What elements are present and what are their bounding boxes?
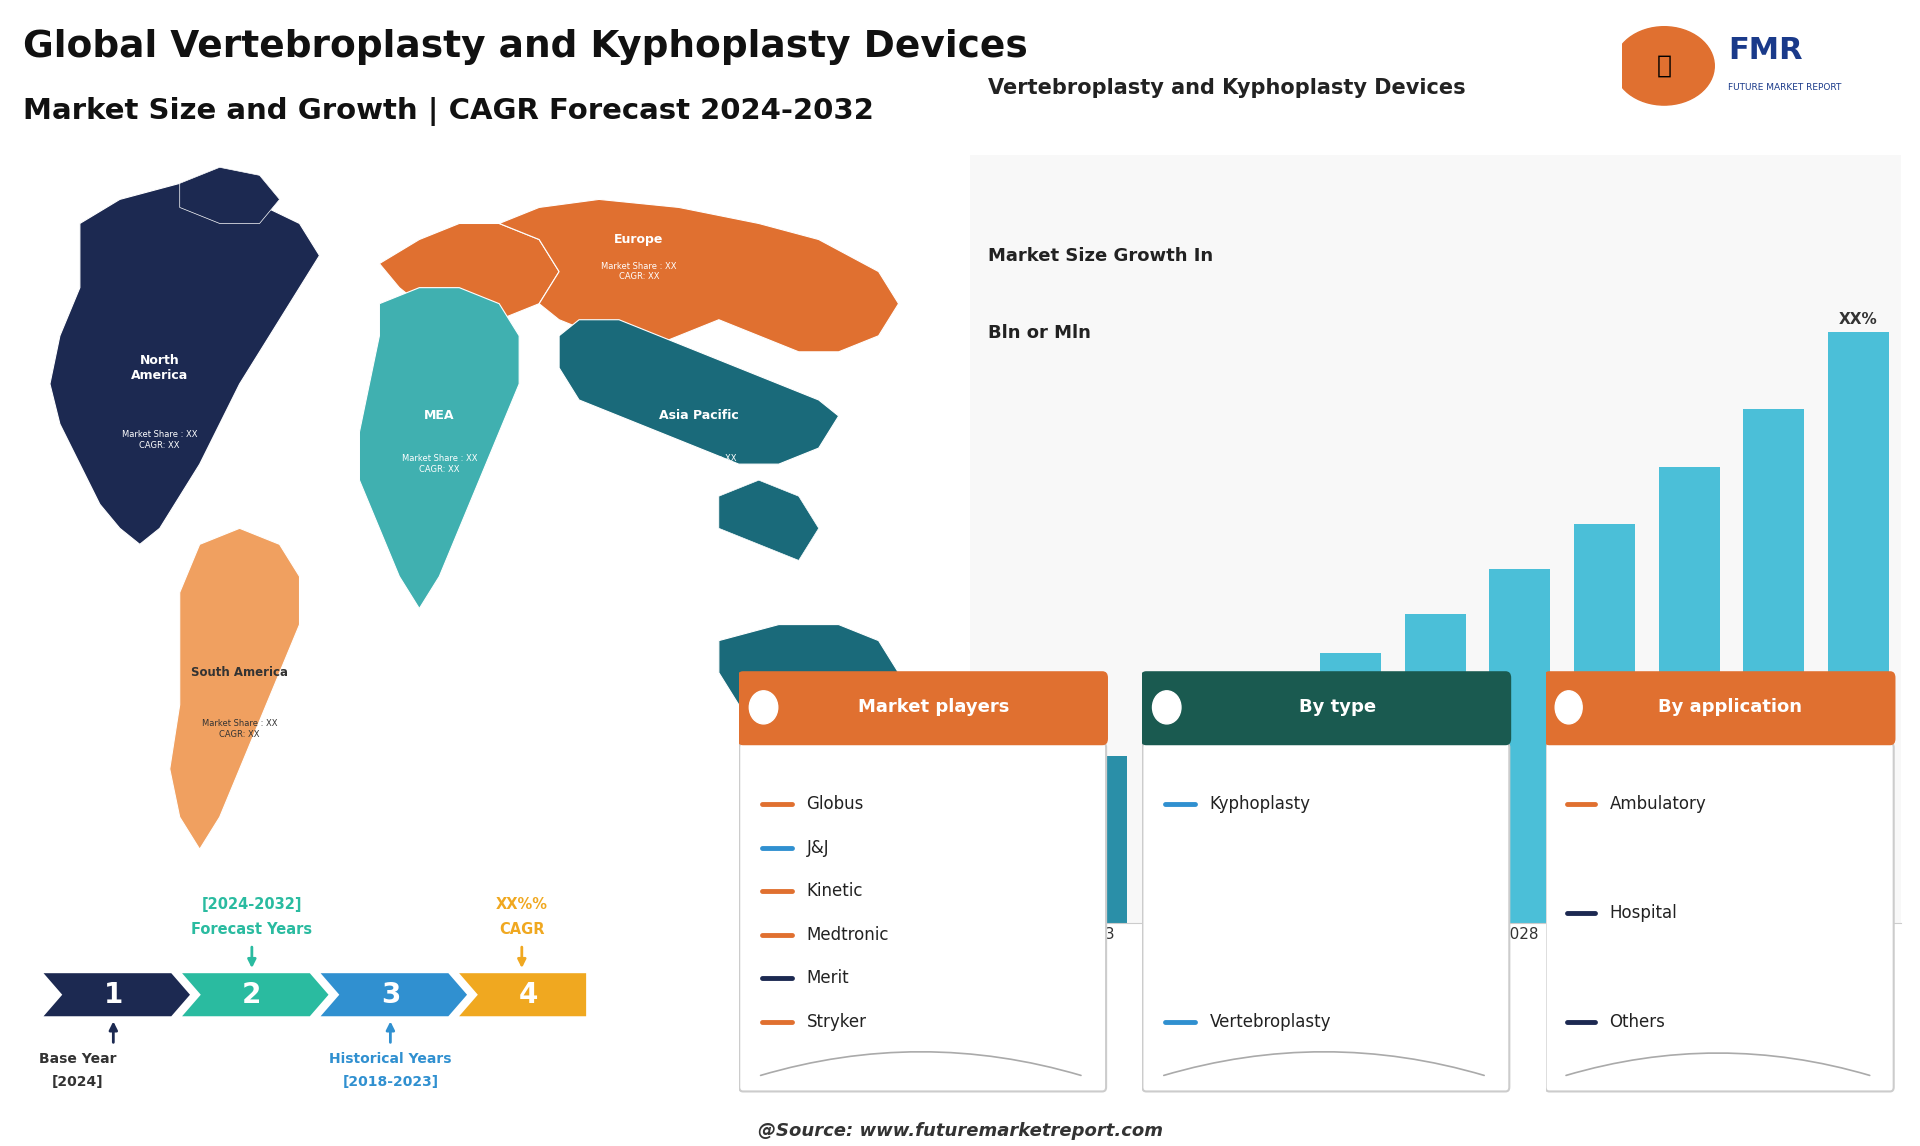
- FancyBboxPatch shape: [1142, 743, 1509, 1091]
- Text: By type: By type: [1298, 698, 1375, 716]
- Text: Kinetic: Kinetic: [806, 882, 864, 900]
- Text: Europe: Europe: [614, 233, 664, 246]
- Bar: [1659, 466, 1720, 923]
- Text: Historical Years: Historical Years: [328, 1052, 451, 1066]
- Text: Market Size and Growth | CAGR Forecast 2024-2032: Market Size and Growth | CAGR Forecast 2…: [23, 97, 874, 126]
- Text: CAGR: CAGR: [499, 923, 545, 937]
- Text: Market Share : XX
CAGR: XX: Market Share : XX CAGR: XX: [601, 262, 676, 281]
- Text: @Source: www.futuremarketreport.com: @Source: www.futuremarketreport.com: [758, 1122, 1162, 1140]
- FancyBboxPatch shape: [1140, 672, 1511, 745]
- Text: Market Size Growth In: Market Size Growth In: [989, 246, 1213, 265]
- Text: 3: 3: [380, 981, 399, 1008]
- Text: Merit: Merit: [806, 970, 849, 987]
- Text: [2024-2032]: [2024-2032]: [202, 897, 301, 912]
- Text: 🎯: 🎯: [1657, 54, 1672, 78]
- Polygon shape: [499, 199, 899, 352]
- Text: Hospital: Hospital: [1609, 904, 1678, 921]
- Bar: [1405, 614, 1465, 923]
- Polygon shape: [179, 972, 330, 1018]
- Circle shape: [1555, 691, 1582, 724]
- Text: By application: By application: [1659, 698, 1803, 716]
- Text: FMR: FMR: [1728, 37, 1803, 65]
- Text: XX%: XX%: [1162, 704, 1200, 719]
- Text: 4: 4: [518, 981, 540, 1008]
- Text: Forecast Years: Forecast Years: [192, 923, 313, 937]
- Bar: [1743, 409, 1805, 923]
- Polygon shape: [169, 528, 300, 849]
- Text: MEA: MEA: [424, 409, 455, 423]
- Text: Market Share : XX
CAGR: XX: Market Share : XX CAGR: XX: [202, 720, 276, 738]
- Text: Global Vertebroplasty and Kyphoplasty Devices: Global Vertebroplasty and Kyphoplasty De…: [23, 29, 1027, 64]
- Text: [2018-2023]: [2018-2023]: [342, 1075, 438, 1089]
- Text: 2: 2: [242, 981, 261, 1008]
- Polygon shape: [317, 972, 468, 1018]
- Polygon shape: [50, 183, 319, 544]
- Bar: [981, 794, 1043, 923]
- Text: XX%: XX%: [1839, 312, 1878, 327]
- FancyBboxPatch shape: [1546, 743, 1893, 1091]
- Polygon shape: [718, 480, 818, 560]
- Polygon shape: [879, 721, 918, 769]
- Text: North
America: North America: [131, 354, 188, 382]
- FancyBboxPatch shape: [737, 672, 1108, 745]
- Bar: [1066, 755, 1127, 923]
- Text: Market players: Market players: [858, 698, 1010, 716]
- FancyBboxPatch shape: [1544, 672, 1895, 745]
- Circle shape: [1615, 26, 1715, 105]
- Bar: [1235, 691, 1296, 923]
- Text: Others: Others: [1609, 1013, 1665, 1030]
- Circle shape: [1152, 691, 1181, 724]
- Text: Vertebroplasty and Kyphoplasty Devices: Vertebroplasty and Kyphoplasty Devices: [989, 78, 1465, 97]
- Text: [2024]: [2024]: [52, 1075, 104, 1089]
- Text: Kyphoplasty: Kyphoplasty: [1210, 795, 1311, 813]
- Text: Stryker: Stryker: [806, 1013, 866, 1030]
- Polygon shape: [359, 288, 518, 609]
- Bar: [1490, 570, 1549, 923]
- Text: J&J: J&J: [806, 839, 829, 856]
- Polygon shape: [40, 972, 192, 1018]
- Polygon shape: [380, 223, 559, 320]
- Text: 1: 1: [104, 981, 123, 1008]
- Bar: [1150, 723, 1212, 923]
- Text: Vertebroplasty: Vertebroplasty: [1210, 1013, 1331, 1030]
- Bar: [1828, 332, 1889, 923]
- Text: Base Year: Base Year: [38, 1052, 117, 1066]
- Text: Medtronic: Medtronic: [806, 926, 889, 943]
- Polygon shape: [180, 167, 280, 223]
- Text: Globus: Globus: [806, 795, 864, 813]
- Text: FUTURE MARKET REPORT: FUTURE MARKET REPORT: [1728, 84, 1841, 92]
- Text: XX%%: XX%%: [495, 897, 547, 912]
- FancyBboxPatch shape: [739, 743, 1106, 1091]
- Text: Market Share : XX
CAGR: XX: Market Share : XX CAGR: XX: [660, 455, 737, 473]
- Polygon shape: [718, 625, 899, 721]
- Text: South America: South America: [192, 666, 288, 680]
- Circle shape: [749, 691, 778, 724]
- Polygon shape: [457, 972, 588, 1018]
- Text: Asia Pacific: Asia Pacific: [659, 409, 739, 423]
- Text: Market Share : XX
CAGR: XX: Market Share : XX CAGR: XX: [401, 455, 476, 473]
- Text: Ambulatory: Ambulatory: [1609, 795, 1707, 813]
- Bar: [1574, 525, 1636, 923]
- Polygon shape: [559, 320, 839, 464]
- Text: Market Share : XX
CAGR: XX: Market Share : XX CAGR: XX: [123, 431, 198, 449]
- Bar: [1321, 653, 1380, 923]
- Text: Bln or Mln: Bln or Mln: [989, 323, 1091, 342]
